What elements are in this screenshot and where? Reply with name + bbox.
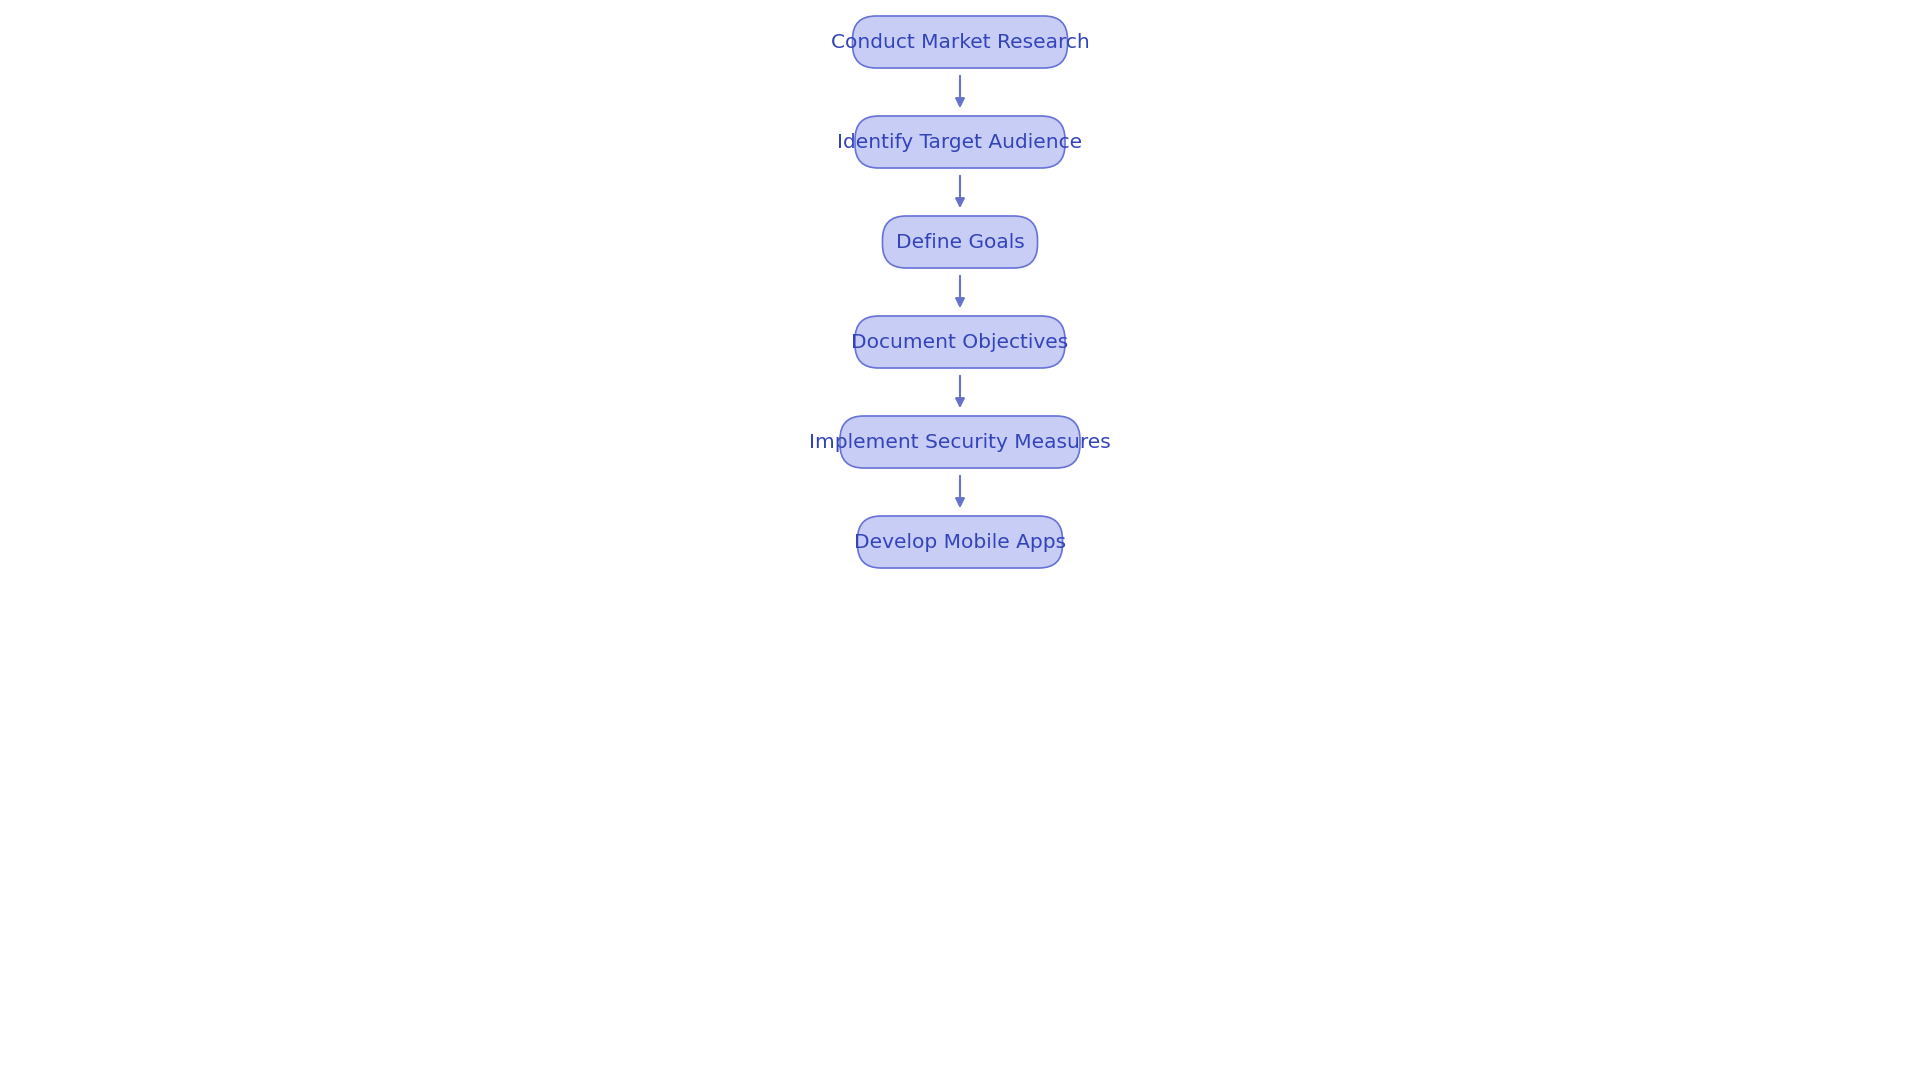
Text: Document Objectives: Document Objectives (851, 332, 1069, 352)
Text: Implement Security Measures: Implement Security Measures (808, 432, 1112, 452)
FancyBboxPatch shape (883, 216, 1037, 268)
FancyBboxPatch shape (852, 16, 1068, 68)
Text: Develop Mobile Apps: Develop Mobile Apps (854, 533, 1066, 551)
FancyBboxPatch shape (858, 516, 1062, 567)
Text: Define Goals: Define Goals (895, 233, 1025, 251)
Text: Conduct Market Research: Conduct Market Research (831, 32, 1089, 52)
FancyBboxPatch shape (841, 416, 1079, 468)
FancyBboxPatch shape (854, 316, 1066, 368)
FancyBboxPatch shape (854, 116, 1066, 168)
Text: Identify Target Audience: Identify Target Audience (837, 132, 1083, 152)
